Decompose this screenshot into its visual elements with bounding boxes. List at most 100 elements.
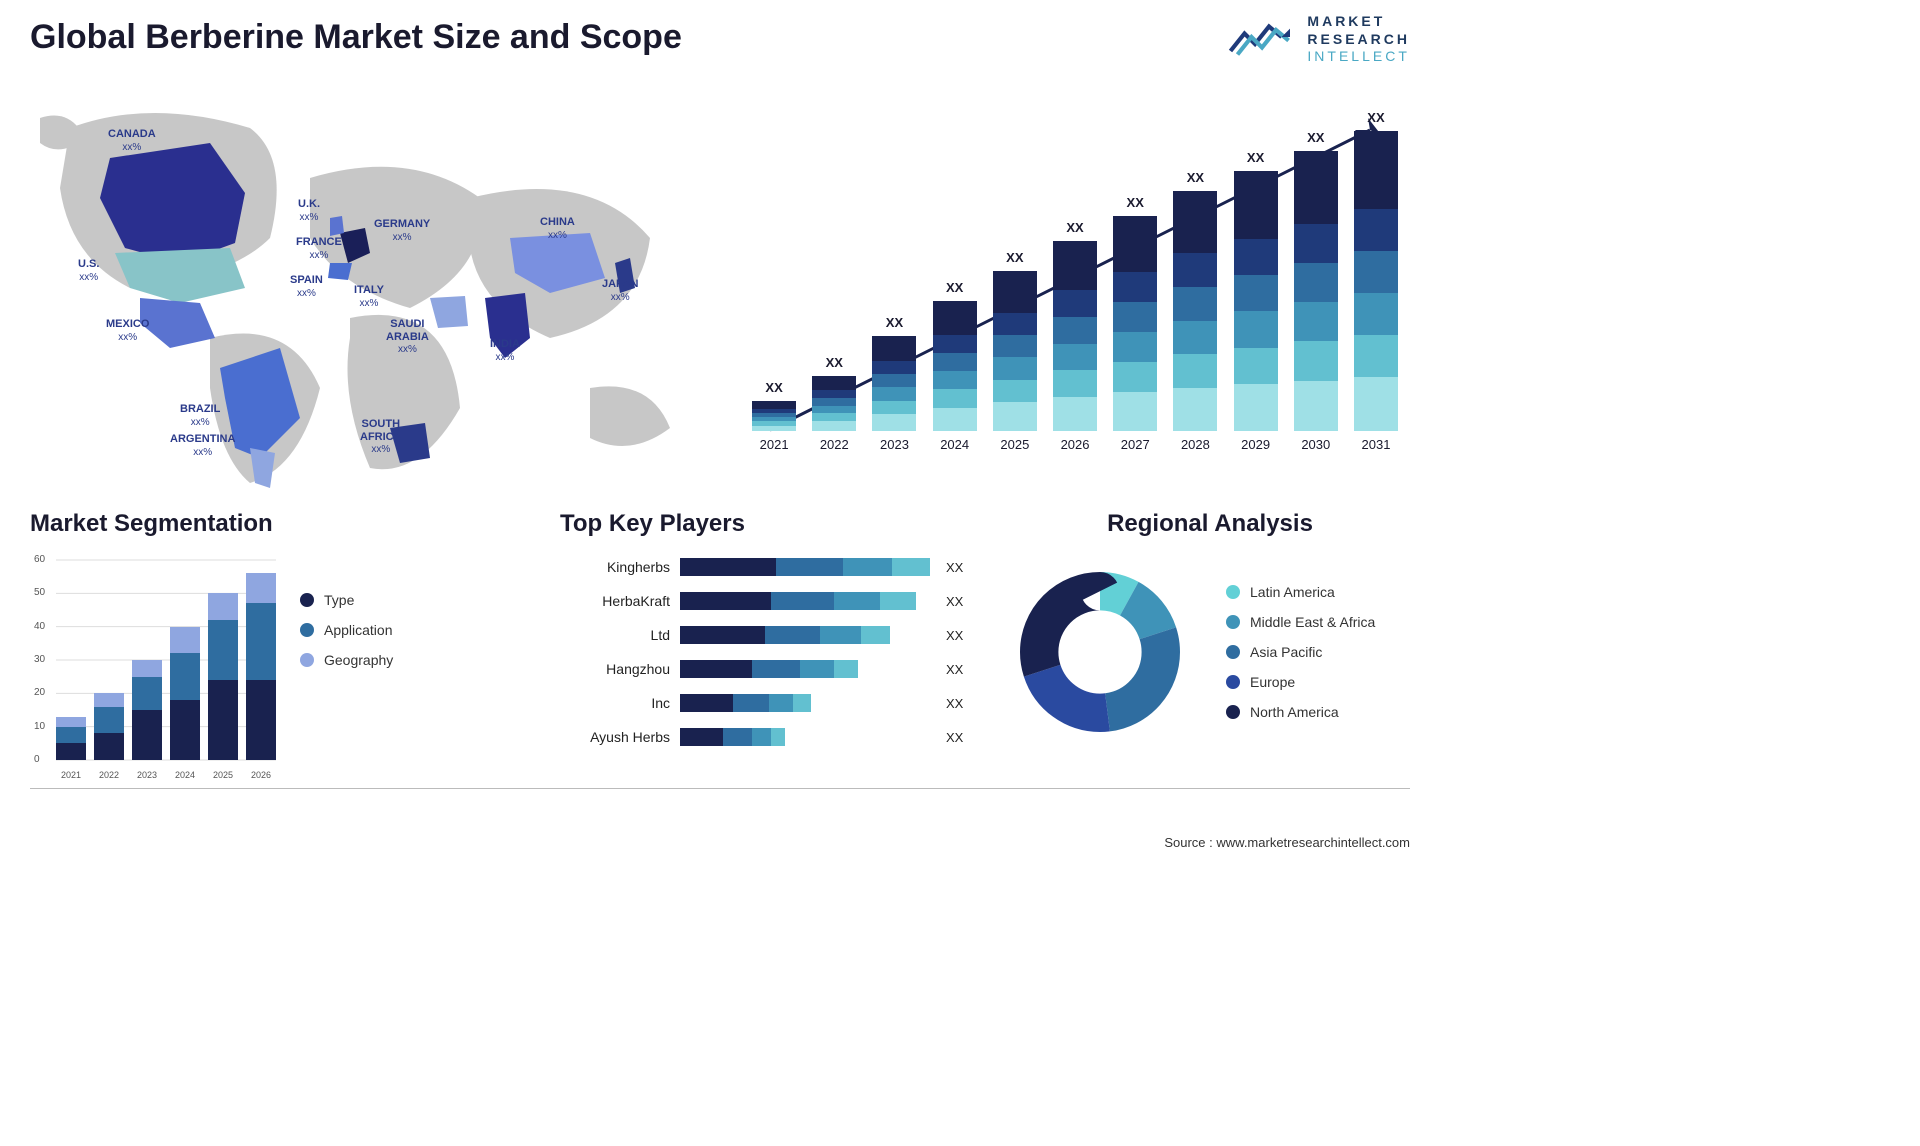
- map-label-japan: JAPANxx%: [602, 278, 638, 303]
- player-bar-seg: [733, 694, 770, 712]
- player-row: Kingherbs XX: [560, 552, 980, 582]
- seg-legend-item: Type: [300, 592, 393, 608]
- player-bar: [680, 558, 930, 576]
- player-bar-seg: [776, 558, 843, 576]
- growth-bar-seg: [1113, 302, 1157, 332]
- legend-label: Asia Pacific: [1250, 644, 1322, 660]
- player-row: Ltd XX: [560, 620, 980, 650]
- seg-xtick: 2021: [56, 770, 86, 780]
- map-label-spain: SPAINxx%: [290, 274, 323, 299]
- growth-bar-seg: [1173, 253, 1217, 287]
- map-label-india: INDIAxx%: [490, 338, 520, 363]
- map-label-u.k.: U.K.xx%: [298, 198, 320, 223]
- growth-bar-seg: [933, 389, 977, 407]
- growth-bar-seg: [993, 402, 1037, 431]
- growth-bar-seg: [1173, 388, 1217, 431]
- map-label-south-africa: SOUTHAFRICAxx%: [360, 418, 402, 456]
- growth-bar-year: 2024: [940, 437, 969, 452]
- growth-bar-seg: [933, 353, 977, 371]
- player-bar-seg: [793, 694, 810, 712]
- legend-label: Type: [324, 592, 354, 608]
- growth-bar-label: XX: [1066, 220, 1083, 235]
- growth-bar-seg: [1113, 272, 1157, 302]
- growth-bar-seg: [1113, 392, 1157, 431]
- growth-bar-seg: [993, 335, 1037, 357]
- growth-bar-label: XX: [946, 280, 963, 295]
- growth-bar-seg: [872, 401, 916, 414]
- page-title: Global Berberine Market Size and Scope: [30, 18, 682, 57]
- player-value: XX: [946, 628, 980, 643]
- seg-ytick: 10: [34, 721, 45, 732]
- player-bar-seg: [752, 728, 771, 746]
- growth-bar-seg: [1173, 287, 1217, 321]
- player-bar-seg: [892, 558, 930, 576]
- growth-bar-2031: XX2031: [1352, 132, 1400, 452]
- growth-bar-2021: XX2021: [750, 132, 798, 452]
- player-row: HangzhouXX: [560, 654, 980, 684]
- seg-bar-segment: [94, 707, 124, 734]
- map-label-china: CHINAxx%: [540, 216, 575, 241]
- seg-legend-item: Application: [300, 622, 393, 638]
- growth-bar-seg: [812, 398, 856, 406]
- player-name: Ayush Herbs: [560, 729, 670, 745]
- growth-bar-seg: [1294, 224, 1338, 263]
- seg-xtick: 2023: [132, 770, 162, 780]
- map-label-saudi-arabia: SAUDIARABIAxx%: [386, 318, 429, 356]
- player-bar: [680, 592, 917, 610]
- player-name: Hangzhou: [560, 661, 670, 677]
- growth-bar-label: XX: [1006, 250, 1023, 265]
- map-country-arg: [250, 448, 275, 488]
- player-value: XX: [946, 730, 980, 745]
- map-label-italy: ITALYxx%: [354, 284, 384, 309]
- growth-bar-year: 2022: [820, 437, 849, 452]
- growth-bar-2025: XX2025: [991, 132, 1039, 452]
- legend-label: Latin America: [1250, 584, 1335, 600]
- player-bar-seg: [861, 626, 890, 644]
- growth-bar-seg: [1113, 332, 1157, 362]
- source-text: Source : www.marketresearchintellect.com: [1164, 835, 1410, 850]
- player-value: XX: [946, 560, 980, 575]
- growth-bar-seg: [933, 408, 977, 431]
- player-bar-seg: [680, 728, 723, 746]
- seg-bar-segment: [94, 733, 124, 760]
- growth-bar-seg: [1053, 397, 1097, 431]
- growth-bar-seg: [1294, 341, 1338, 380]
- player-name: Kingherbs: [560, 559, 670, 575]
- growth-bar-seg: [1053, 317, 1097, 344]
- player-bar: [680, 694, 811, 712]
- legend-swatch-icon: [1226, 705, 1240, 719]
- map-country-uk: [330, 216, 344, 236]
- legend-label: Europe: [1250, 674, 1295, 690]
- regional-legend: Latin AmericaMiddle East & AfricaAsia Pa…: [1226, 584, 1375, 720]
- growth-bar-label: XX: [886, 315, 903, 330]
- seg-bar-segment: [246, 603, 276, 680]
- legend-label: Geography: [324, 652, 393, 668]
- player-bar-seg: [834, 592, 880, 610]
- player-bar-seg: [771, 728, 784, 746]
- player-bar-seg: [800, 660, 834, 678]
- growth-bar-label: XX: [1367, 110, 1384, 125]
- map-label-france: FRANCExx%: [296, 236, 342, 261]
- player-bar: [680, 728, 785, 746]
- seg-bar-segment: [94, 693, 124, 706]
- logo-line1: MARKET: [1307, 13, 1410, 31]
- seg-xtick: 2022: [94, 770, 124, 780]
- seg-ytick: 40: [34, 621, 45, 632]
- growth-bar-seg: [872, 414, 916, 431]
- legend-swatch-icon: [1226, 615, 1240, 629]
- legend-swatch-icon: [300, 653, 314, 667]
- player-bar-seg: [843, 558, 891, 576]
- growth-bar-2029: XX2029: [1232, 132, 1280, 452]
- region-legend-item: Latin America: [1226, 584, 1375, 600]
- player-name: Ltd: [560, 627, 670, 643]
- growth-bar-seg: [993, 271, 1037, 313]
- player-bar-seg: [771, 592, 833, 610]
- growth-bar-seg: [872, 374, 916, 387]
- growth-bar-year: 2021: [760, 437, 789, 452]
- growth-bar-seg: [1173, 191, 1217, 253]
- growth-bar-seg: [752, 426, 796, 431]
- map-label-mexico: MEXICOxx%: [106, 318, 149, 343]
- growth-bar-year: 2023: [880, 437, 909, 452]
- seg-bar-segment: [56, 743, 86, 760]
- growth-bar-2030: XX2030: [1292, 132, 1340, 452]
